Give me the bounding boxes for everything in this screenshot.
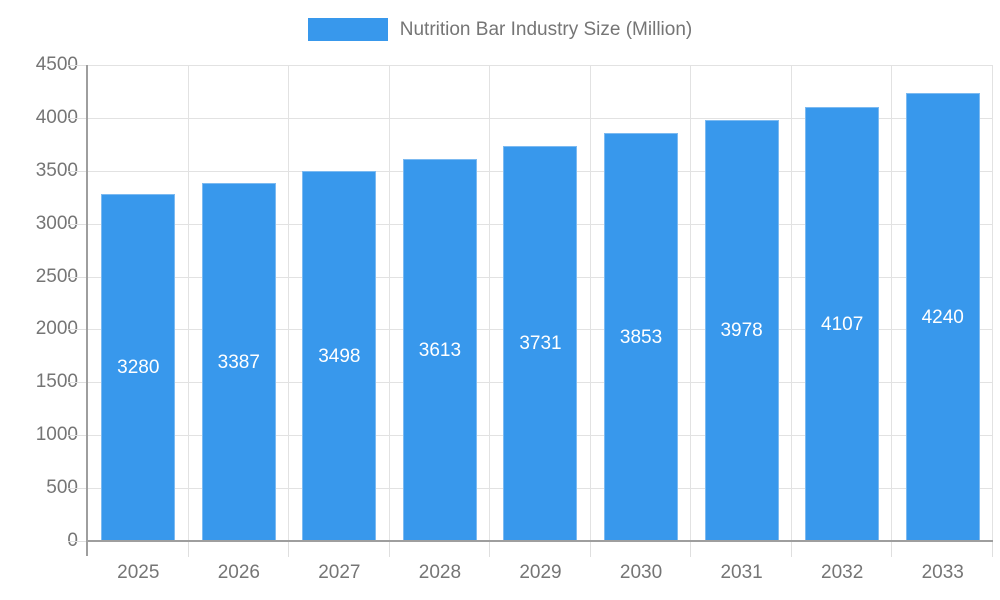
bar-2026[interactable]: 3387	[201, 183, 276, 541]
y-tick-label: 1500	[35, 371, 78, 392]
y-tick	[68, 541, 88, 542]
bar-value-label: 3978	[720, 320, 763, 341]
y-tick-label: 4000	[35, 107, 78, 128]
y-tick	[68, 171, 88, 172]
y-tick	[68, 329, 88, 330]
bar-value-label: 3853	[619, 326, 663, 348]
x-tick	[891, 542, 892, 557]
y-tick	[68, 118, 88, 119]
v-gridline	[992, 65, 993, 541]
x-tick-label: 2031	[720, 562, 763, 583]
y-tick-label: 4500	[35, 54, 78, 75]
bar-value-label: 3498	[318, 345, 361, 367]
y-tick-label: 500	[46, 477, 78, 498]
bar-cell: 3731	[490, 65, 591, 541]
bar-cell: 4240	[892, 65, 993, 541]
h-gridline	[88, 65, 993, 66]
x-tick	[791, 542, 792, 557]
bar-2030[interactable]: 3853	[604, 133, 679, 541]
v-gridline	[489, 65, 491, 541]
bar-cell: 4107	[792, 65, 893, 541]
bar-value-label: 3613	[418, 339, 462, 361]
y-axis: 0 500 1000 1500 2000 2500 3000 3500 4000 4500	[0, 0, 78, 600]
x-tick-label: 2030	[619, 562, 663, 583]
y-tick	[68, 382, 88, 383]
x-tick	[690, 542, 691, 557]
bar-2027[interactable]: 3498	[302, 171, 377, 541]
plot-area: 3280 3387 3498 3613 3731 3853 3978 4107 4240	[88, 65, 993, 541]
h-gridline	[88, 118, 993, 119]
y-tick-label: 2000	[35, 318, 78, 339]
x-tick	[489, 542, 490, 557]
v-gridline	[388, 65, 390, 541]
bar-2032[interactable]: 4107	[805, 107, 880, 541]
y-tick-label: 3000	[35, 213, 78, 234]
legend-swatch	[307, 18, 388, 41]
x-tick	[288, 542, 289, 557]
x-axis-line	[88, 540, 993, 542]
x-tick-label: 2026	[217, 562, 260, 583]
bar-cell: 3280	[88, 65, 189, 541]
bar-cell: 3978	[691, 65, 792, 541]
bar-2025[interactable]: 3280	[101, 194, 176, 541]
bar-cell: 3853	[591, 65, 692, 541]
bar-value-label: 4240	[921, 306, 964, 328]
y-tick	[68, 435, 88, 436]
bar-cell: 3387	[189, 65, 290, 541]
x-tick-label: 2027	[318, 562, 361, 583]
bar-2031[interactable]: 3978	[704, 120, 779, 541]
y-tick	[68, 277, 88, 278]
bar-2033[interactable]: 4240	[905, 93, 980, 541]
x-tick-label: 2033	[921, 562, 964, 583]
y-tick-label: 3500	[35, 160, 78, 181]
x-axis: 2025 2026 2027 2028 2029 2030 2031 2032 2033	[88, 558, 993, 588]
y-tick	[68, 488, 88, 489]
y-axis-line	[86, 65, 88, 556]
bar-value-label: 3731	[519, 333, 562, 354]
x-tick	[188, 542, 189, 557]
legend-label: Nutrition Bar Industry Size (Million)	[399, 18, 693, 40]
bar-value-label: 3280	[117, 357, 160, 378]
bar-value-label: 4107	[821, 313, 864, 335]
legend[interactable]: Nutrition Bar Industry Size (Million)	[0, 18, 1000, 41]
y-tick	[68, 224, 88, 225]
x-tick-label: 2028	[418, 562, 462, 583]
bar-2028[interactable]: 3613	[402, 159, 477, 541]
x-tick	[389, 542, 390, 557]
x-tick-label: 2032	[821, 562, 864, 583]
v-gridline	[187, 65, 189, 541]
bar-value-label: 3387	[217, 351, 260, 373]
x-tick	[590, 542, 591, 557]
bar-cell: 3613	[390, 65, 491, 541]
v-gridline	[690, 65, 692, 541]
x-tick	[992, 542, 993, 557]
x-tick-label: 2029	[519, 562, 562, 583]
v-gridline	[288, 65, 290, 541]
y-tick-label: 1000	[35, 424, 78, 445]
y-tick-label: 0	[0, 530, 78, 552]
bar-cell: 3498	[289, 65, 390, 541]
v-gridline	[891, 65, 893, 541]
v-gridline	[790, 65, 792, 541]
x-tick-label: 2025	[117, 562, 160, 583]
y-tick	[68, 65, 88, 66]
bar-2029[interactable]: 3731	[503, 146, 578, 541]
v-gridline	[589, 65, 591, 541]
y-tick-label: 2500	[35, 266, 78, 287]
